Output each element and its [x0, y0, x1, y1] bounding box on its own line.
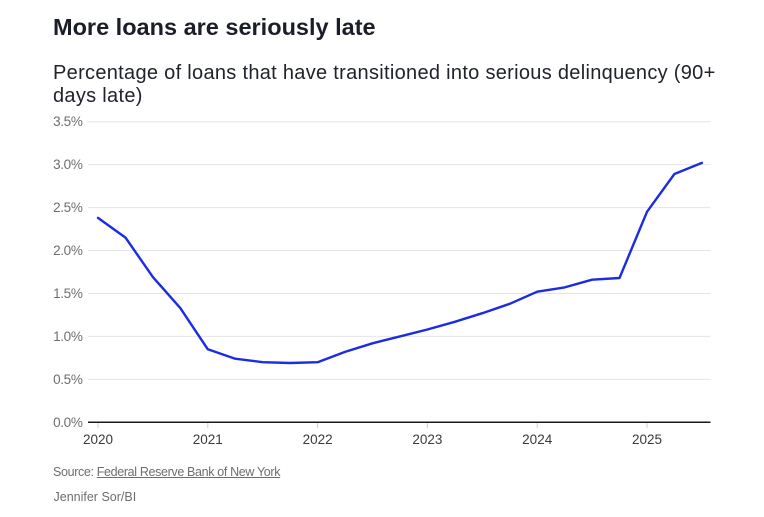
- svg-text:2020: 2020: [83, 432, 113, 447]
- svg-text:2023: 2023: [412, 432, 442, 447]
- svg-text:0.0%: 0.0%: [53, 415, 83, 430]
- svg-text:2.5%: 2.5%: [53, 200, 83, 215]
- svg-text:2021: 2021: [193, 432, 223, 447]
- svg-text:0.5%: 0.5%: [53, 372, 83, 387]
- svg-text:3.0%: 3.0%: [53, 157, 83, 172]
- svg-text:2025: 2025: [632, 432, 662, 447]
- svg-text:2.0%: 2.0%: [53, 243, 83, 258]
- svg-text:1.0%: 1.0%: [53, 329, 83, 344]
- svg-text:3.5%: 3.5%: [53, 114, 83, 129]
- svg-text:2022: 2022: [303, 432, 333, 447]
- svg-text:1.5%: 1.5%: [53, 286, 83, 301]
- svg-text:2024: 2024: [522, 432, 553, 447]
